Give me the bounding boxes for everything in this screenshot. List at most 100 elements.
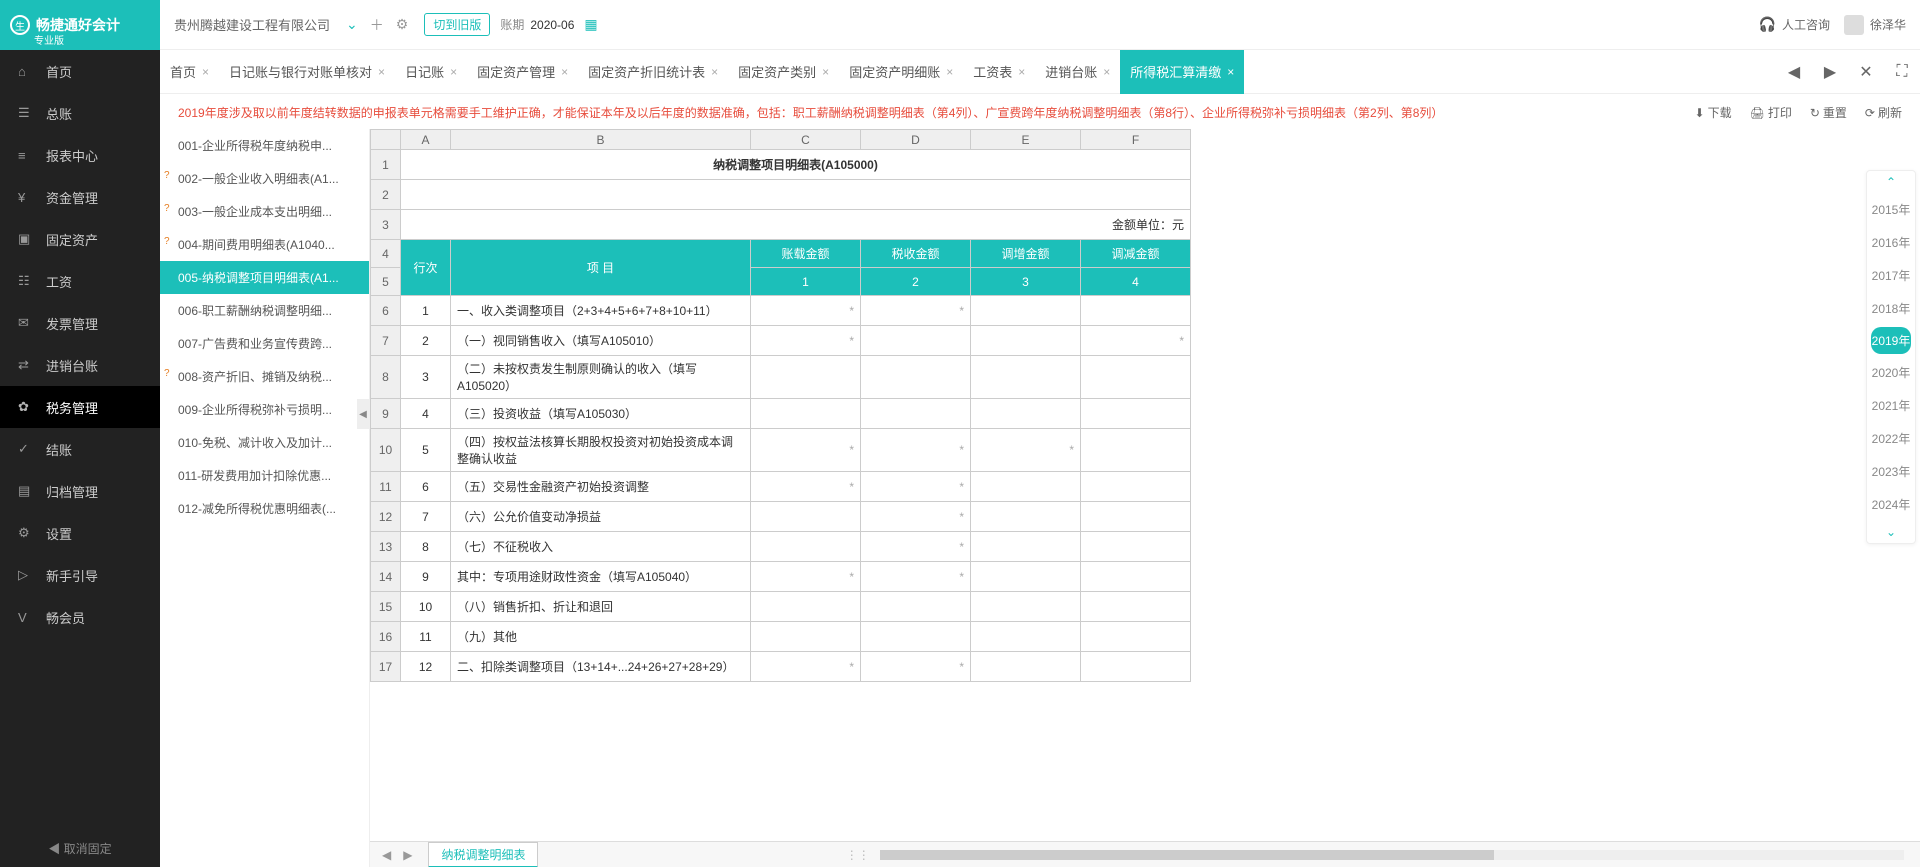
value-cell[interactable]: * [751,562,861,592]
nav-item[interactable]: V畅会员 [0,596,160,638]
row-index[interactable]: 1 [401,296,451,326]
value-cell[interactable] [971,502,1081,532]
tab-close-icon[interactable]: × [1103,65,1110,79]
tab[interactable]: 工资表× [963,50,1035,94]
reset-button[interactable]: ↻ 重置 [1810,104,1847,121]
value-cell[interactable]: * [861,429,971,472]
year-up-icon[interactable]: ⌃ [1867,171,1915,193]
value-cell[interactable]: * [861,296,971,326]
value-cell[interactable]: * [861,472,971,502]
report-item[interactable]: ?002-一般企业收入明细表(A1... [160,162,369,195]
nav-item[interactable]: ☷工资 [0,260,160,302]
company-name[interactable]: 贵州腾越建设工程有限公司 [174,15,330,34]
help-icon[interactable]: ? [164,368,170,379]
tab-close-icon[interactable]: × [1018,65,1025,79]
nav-item[interactable]: ⚙设置 [0,512,160,554]
sheet-drag-icon[interactable]: ⋮⋮ [846,848,870,862]
value-cell[interactable] [1081,562,1191,592]
tab[interactable]: 日记账× [395,50,467,94]
row-index[interactable]: 10 [401,592,451,622]
row-header[interactable]: 15 [371,592,401,622]
sheet-prev-icon[interactable]: ◀ [376,848,397,862]
value-cell[interactable]: * [861,652,971,682]
value-cell[interactable]: * [861,502,971,532]
collapse-handle-icon[interactable]: ◀ [357,399,369,429]
item-cell[interactable]: （九）其他 [451,622,751,652]
year-item[interactable]: 2017年 [1867,259,1915,292]
report-item[interactable]: 006-职工薪酬纳税调整明细... [160,294,369,327]
row-index[interactable]: 5 [401,429,451,472]
row-index[interactable]: 7 [401,502,451,532]
value-cell[interactable]: * [751,472,861,502]
item-cell[interactable]: （六）公允价值变动净损益 [451,502,751,532]
company-dropdown-icon[interactable]: ⌄ [346,16,358,33]
row-header[interactable]: 13 [371,532,401,562]
nav-item[interactable]: ¥资金管理 [0,176,160,218]
tab-close-icon[interactable]: × [1227,65,1234,79]
value-cell[interactable] [1081,429,1191,472]
year-down-icon[interactable]: ⌄ [1867,521,1915,543]
sheet-corner[interactable] [371,130,401,150]
value-cell[interactable] [751,356,861,399]
value-cell[interactable] [1081,652,1191,682]
fullscreen-icon[interactable]: ⛶ [1884,63,1920,81]
year-item[interactable]: 2015年 [1867,193,1915,226]
sheet-next-icon[interactable]: ▶ [397,848,418,862]
item-cell[interactable]: 其中：专项用途财政性资金（填写A105040） [451,562,751,592]
item-cell[interactable]: （五）交易性金融资产初始投资调整 [451,472,751,502]
value-cell[interactable] [1081,399,1191,429]
nav-item[interactable]: ✉发票管理 [0,302,160,344]
row-index[interactable]: 3 [401,356,451,399]
value-cell[interactable] [861,592,971,622]
year-item[interactable]: 2024年 [1867,488,1915,521]
item-cell[interactable]: 一、收入类调整项目（2+3+4+5+6+7+8+10+11） [451,296,751,326]
row-index[interactable]: 8 [401,532,451,562]
value-cell[interactable] [971,399,1081,429]
nav-item[interactable]: ⇄进销台账 [0,344,160,386]
old-version-button[interactable]: 切到旧版 [424,13,490,36]
report-item[interactable]: 009-企业所得税弥补亏损明... [160,393,369,426]
year-item[interactable]: 2020年 [1867,356,1915,389]
row-index[interactable]: 2 [401,326,451,356]
h-scrollbar[interactable] [880,850,1904,860]
row-index[interactable]: 12 [401,652,451,682]
row-header[interactable]: 8 [371,356,401,399]
col-header[interactable]: D [861,130,971,150]
tab[interactable]: 固定资产折旧统计表× [578,50,728,94]
value-cell[interactable]: * [751,652,861,682]
row-header[interactable]: 16 [371,622,401,652]
row-header[interactable]: 2 [371,180,401,210]
value-cell[interactable] [861,622,971,652]
tab[interactable]: 日记账与银行对账单核对× [219,50,395,94]
tab[interactable]: 进销台账× [1035,50,1120,94]
report-item[interactable]: ?008-资产折旧、摊销及纳税... [160,360,369,393]
report-item[interactable]: ?004-期间费用明细表(A1040... [160,228,369,261]
value-cell[interactable] [1081,472,1191,502]
value-cell[interactable]: * [751,326,861,356]
value-cell[interactable] [861,326,971,356]
item-cell[interactable]: （三）投资收益（填写A105030） [451,399,751,429]
tab-close-icon[interactable]: × [561,65,568,79]
nav-item[interactable]: ▣固定资产 [0,218,160,260]
sheet-tab[interactable]: 纳税调整明细表 [428,842,538,867]
nav-item[interactable]: ✓结账 [0,428,160,470]
row-header[interactable]: 12 [371,502,401,532]
value-cell[interactable] [751,502,861,532]
value-cell[interactable] [971,592,1081,622]
report-item[interactable]: 001-企业所得税年度纳税申... [160,129,369,162]
value-cell[interactable] [751,622,861,652]
value-cell[interactable]: * [861,532,971,562]
row-header[interactable]: 17 [371,652,401,682]
nav-item[interactable]: ☰总账 [0,92,160,134]
nav-item[interactable]: ⌂首页 [0,50,160,92]
value-cell[interactable] [971,356,1081,399]
value-cell[interactable]: * [861,562,971,592]
report-item[interactable]: 012-减免所得税优惠明细表(... [160,492,369,525]
tab[interactable]: 所得税汇算清缴× [1120,50,1244,94]
help-icon[interactable]: ? [164,170,170,181]
value-cell[interactable] [1081,502,1191,532]
tab-close-icon[interactable]: × [450,65,457,79]
year-item[interactable]: 2018年 [1867,292,1915,325]
row-index[interactable]: 11 [401,622,451,652]
row-index[interactable]: 6 [401,472,451,502]
